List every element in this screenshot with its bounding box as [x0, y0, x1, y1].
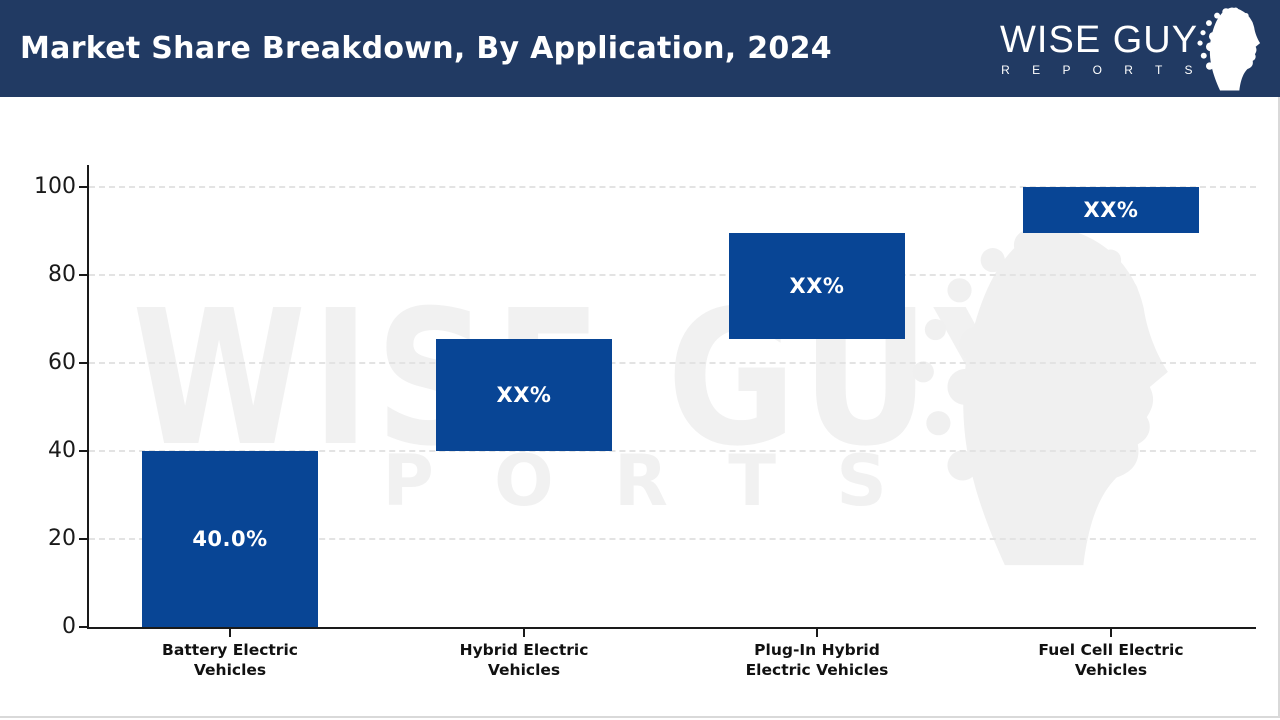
category-label-line: Vehicles [193, 661, 267, 679]
bar-hybrid-electric-vehicles: XX% [436, 338, 612, 451]
logo-subtext: R E P O R T S [1001, 62, 1202, 77]
y-tick-60 [79, 362, 88, 364]
category-label-line: Battery Electric [162, 641, 298, 659]
category-label-line: Electric Vehicles [745, 661, 889, 679]
y-tick-40 [79, 450, 88, 452]
category-label-line: Hybrid Electric [459, 641, 589, 659]
y-tick-label-20: 20 [48, 526, 76, 551]
x-tick-hybrid-electric-vehicles [523, 629, 525, 637]
wiseguy-logo: WISE GUY R E P O R T S [996, 6, 1266, 92]
category-label-line: Vehicles [1074, 661, 1148, 679]
x-tick-battery-electric-vehicles [229, 629, 231, 637]
category-label-battery-electric-vehicles: Battery Electric Vehicles [120, 640, 340, 680]
wiseguy-logo-text: WISE GUY R E P O R T S [996, 21, 1202, 77]
y-axis-line [87, 165, 89, 629]
x-axis-line [87, 627, 1256, 629]
y-tick-20 [79, 538, 88, 540]
gridline-60 [89, 362, 1256, 364]
bar-value-label-fuel-cell-electric-vehicles: XX% [1083, 198, 1139, 223]
y-tick-0 [79, 626, 88, 628]
gridline-100 [89, 186, 1256, 188]
y-tick-label-60: 60 [48, 350, 76, 375]
bar-plug-in-hybrid-electric-vehicles: XX% [729, 233, 905, 339]
x-tick-fuel-cell-electric-vehicles [1110, 629, 1112, 637]
bottom-border-line [0, 716, 1280, 718]
gridline-40 [89, 450, 1256, 452]
y-tick-label-40: 40 [48, 438, 76, 463]
category-label-plug-in-hybrid-electric-vehicles: Plug-In Hybrid Electric Vehicles [707, 640, 927, 680]
page-title: Market Share Breakdown, By Application, … [20, 31, 832, 66]
x-tick-plug-in-hybrid-electric-vehicles [816, 629, 818, 637]
bar-fuel-cell-electric-vehicles: XX% [1023, 187, 1199, 234]
category-label-hybrid-electric-vehicles: Hybrid Electric Vehicles [414, 640, 634, 680]
y-tick-label-80: 80 [48, 262, 76, 287]
watermark-head-icon [878, 220, 1180, 572]
category-label-line: Fuel Cell Electric [1038, 641, 1184, 659]
gridline-80 [89, 274, 1256, 276]
category-label-line: Plug-In Hybrid [754, 641, 880, 659]
header-bar: Market Share Breakdown, By Application, … [0, 0, 1280, 97]
bar-value-label-hybrid-electric-vehicles: XX% [496, 382, 552, 407]
wiseguy-head-icon [1186, 6, 1266, 92]
y-tick-80 [79, 274, 88, 276]
category-label-line: Vehicles [487, 661, 561, 679]
logo-wordmark: WISE GUY [1000, 18, 1199, 61]
right-border-line [1278, 97, 1280, 718]
bar-value-label-plug-in-hybrid-electric-vehicles: XX% [789, 273, 845, 298]
y-tick-100 [79, 186, 88, 188]
category-label-fuel-cell-electric-vehicles: Fuel Cell Electric Vehicles [1001, 640, 1221, 680]
gridline-20 [89, 538, 1256, 540]
bar-battery-electric-vehicles: 40.0% [142, 451, 318, 627]
y-tick-label-100: 100 [34, 174, 76, 199]
y-tick-label-0: 0 [62, 614, 76, 639]
bar-value-label-battery-electric-vehicles: 40.0% [192, 527, 268, 551]
